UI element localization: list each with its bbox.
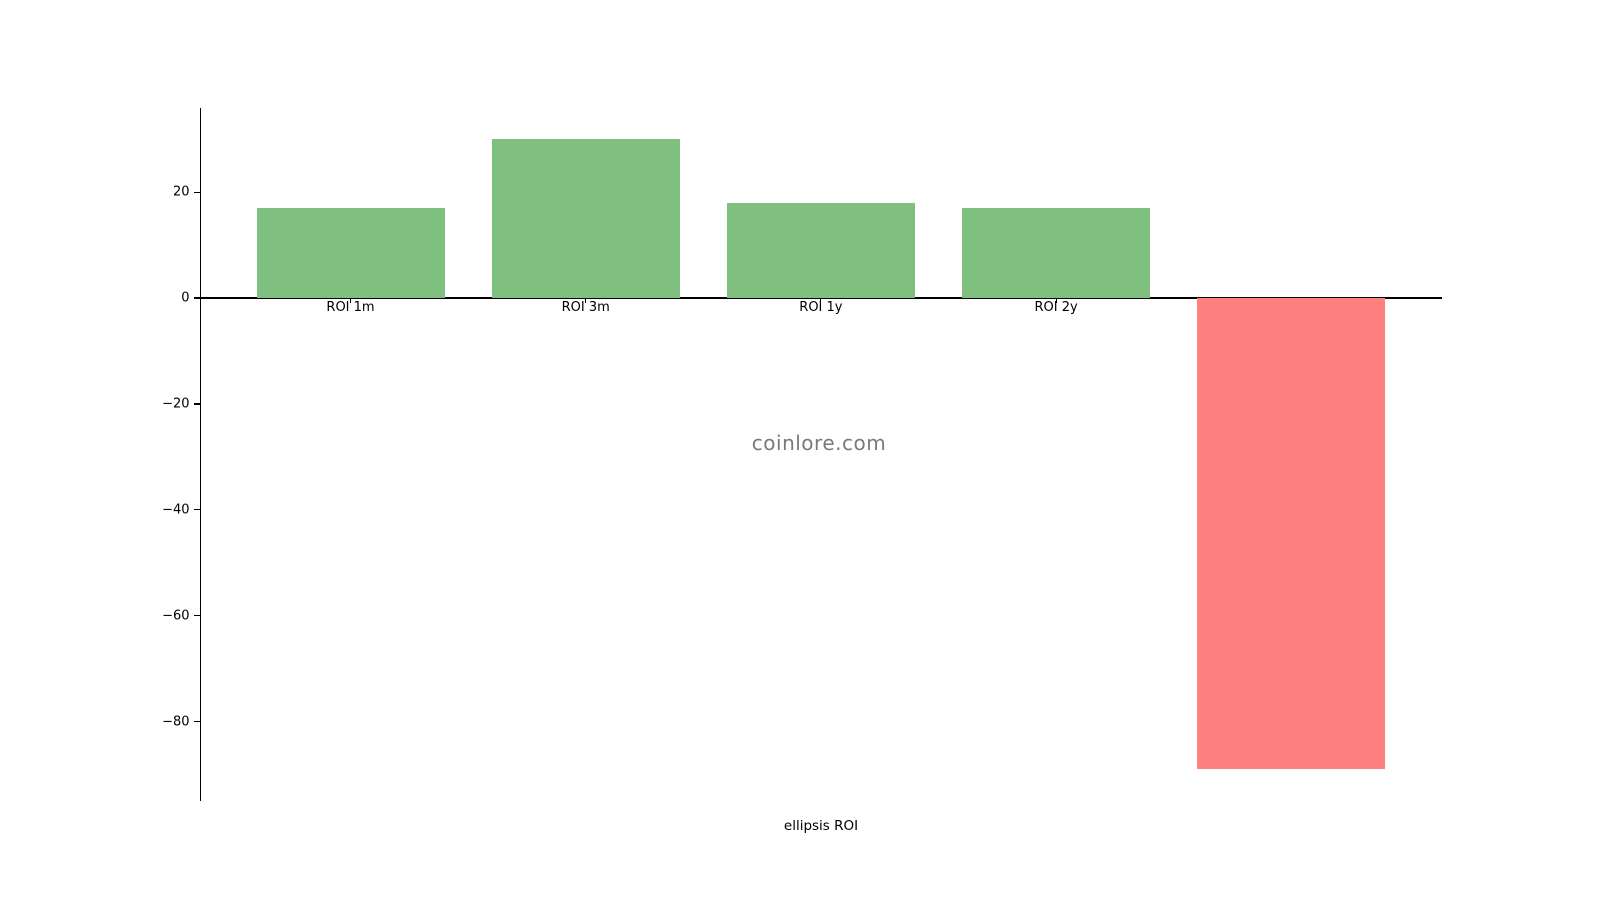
bar-roi-1m bbox=[256, 208, 445, 299]
y-tick-mark bbox=[193, 403, 200, 405]
y-tick-mark bbox=[193, 509, 200, 511]
bar-roi-2y bbox=[962, 208, 1151, 299]
watermark: coinlore.com bbox=[751, 431, 887, 455]
y-tick-label: 0 bbox=[181, 290, 190, 306]
y-tick-label: −40 bbox=[162, 502, 190, 518]
bar-unlabeled-4 bbox=[1197, 298, 1386, 770]
x-tick-label-roi-1y: ROI 1y bbox=[799, 300, 843, 316]
bar-roi-3m bbox=[491, 139, 680, 299]
x-axis-title: ellipsis ROI bbox=[783, 818, 859, 834]
x-axis-zero-line bbox=[199, 297, 1442, 299]
x-tick-mark bbox=[585, 298, 587, 304]
y-tick-mark bbox=[193, 720, 200, 723]
y-tick-label: −20 bbox=[162, 396, 190, 412]
x-tick-label-roi-1m: ROI 1m bbox=[326, 300, 375, 316]
x-tick-mark bbox=[1055, 298, 1057, 304]
y-tick-mark bbox=[193, 191, 200, 193]
bar-roi-1y bbox=[726, 202, 915, 299]
y-tick-label: 20 bbox=[172, 184, 190, 200]
y-axis-spine bbox=[199, 107, 201, 801]
x-tick-label-roi-2y: ROI 2y bbox=[1034, 300, 1078, 316]
x-tick-mark bbox=[820, 298, 822, 304]
x-tick-label-roi-3m: ROI 3m bbox=[561, 300, 610, 316]
x-tick-mark bbox=[349, 298, 352, 304]
y-tick-label: −60 bbox=[162, 608, 190, 624]
y-tick-label: −80 bbox=[162, 714, 190, 730]
y-tick-mark bbox=[193, 297, 200, 299]
y-tick-mark bbox=[193, 615, 200, 617]
